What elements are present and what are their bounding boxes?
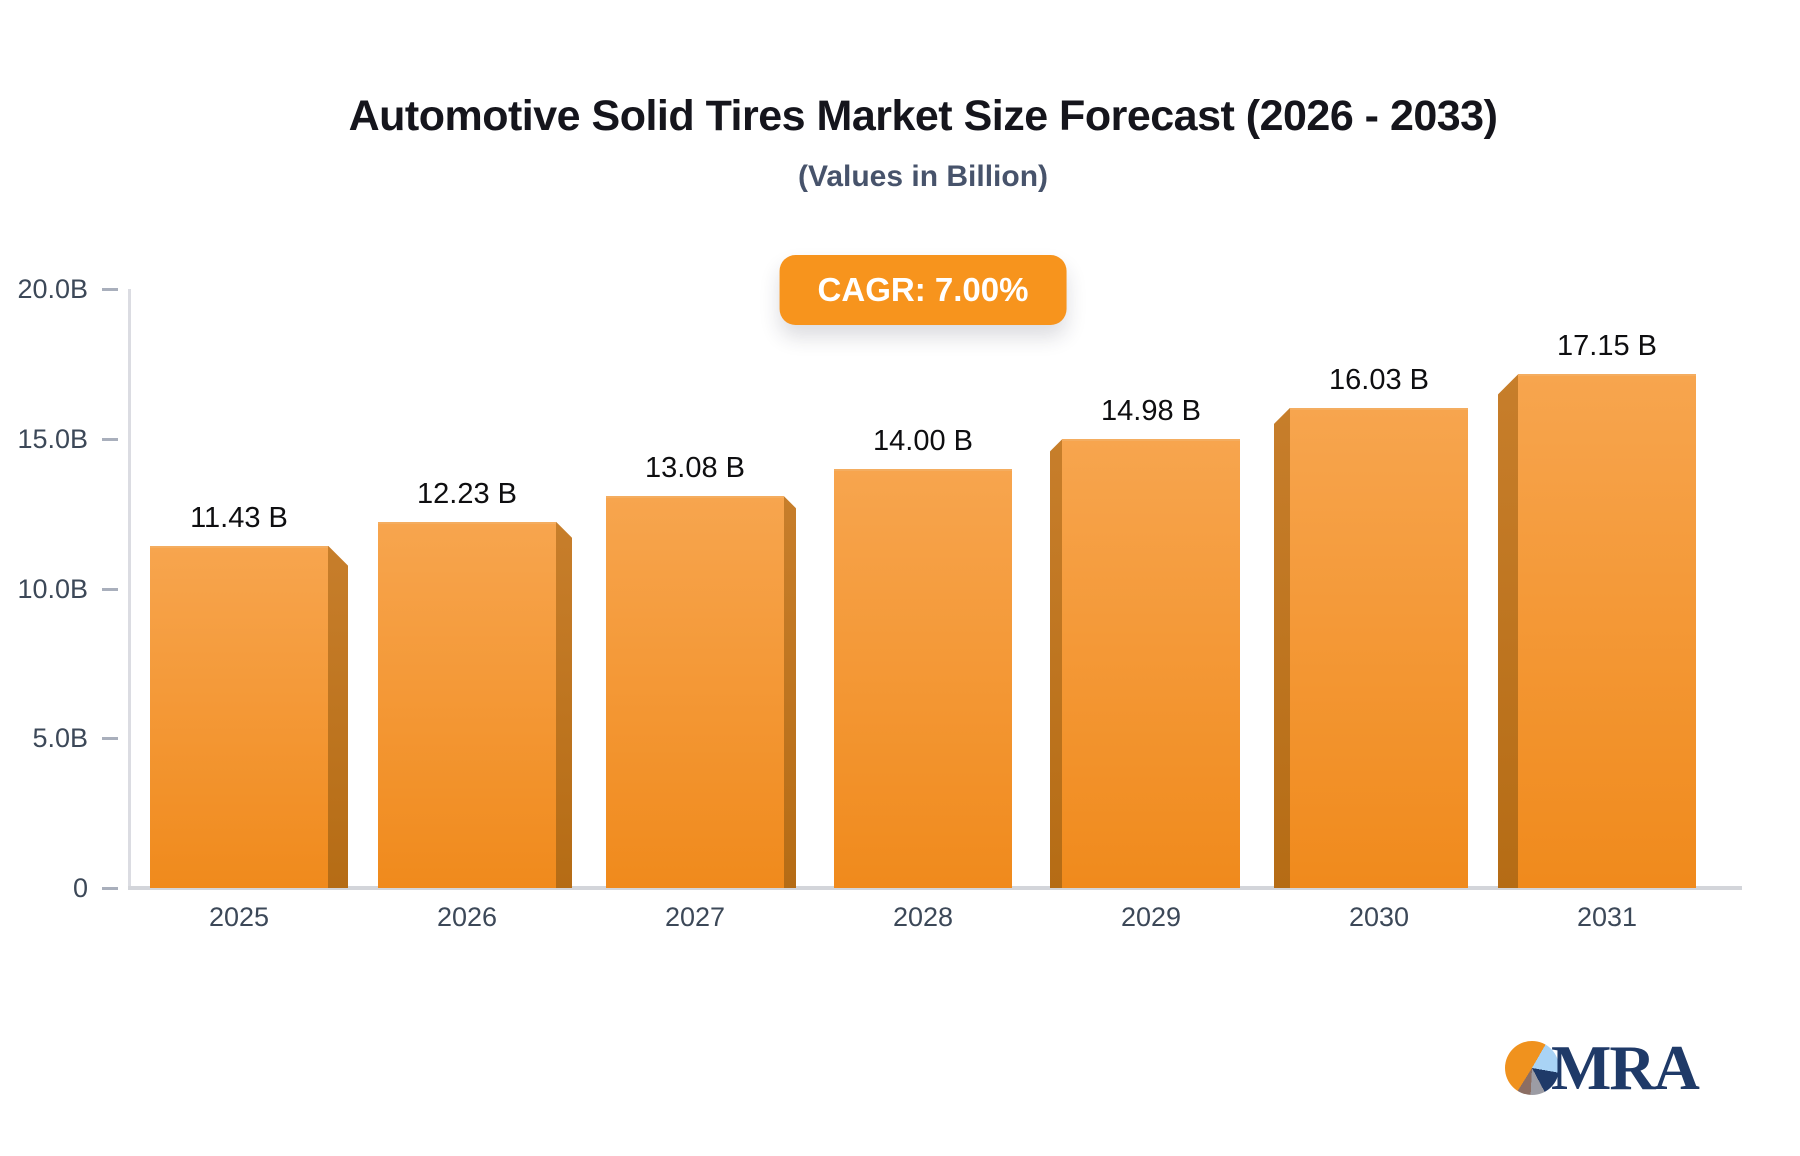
y-tick-label: 15.0B (17, 423, 88, 454)
x-tick-label-2030: 2030 (1348, 902, 1410, 932)
logo-text: MRA (1551, 1032, 1700, 1103)
cagr-badge: CAGR: 7.00% (779, 255, 1067, 325)
x-tick-label-2027: 2027 (664, 902, 726, 932)
x-tick-label-2025: 2025 (208, 902, 270, 932)
y-tick-mark (102, 288, 118, 291)
bar-2030 (1290, 407, 1468, 888)
bar-2028 (834, 468, 1012, 888)
bar-side-2031 (1498, 374, 1518, 888)
y-axis-line (128, 289, 131, 890)
x-axis-line (128, 886, 1742, 890)
bar-value-label-2026: 12.23 B (417, 477, 517, 510)
bar-value-label-2031: 17.15 B (1557, 330, 1657, 363)
y-tick-label: 10.0B (17, 573, 88, 604)
y-tick-mark (102, 437, 118, 441)
pie-chart-icon (1505, 1041, 1559, 1095)
y-tick-mark (102, 887, 118, 890)
bar-value-label-2027: 13.08 B (645, 452, 745, 485)
y-tick-label: 5.0B (32, 723, 88, 754)
bar-2027 (606, 496, 784, 888)
mra-logo: MRA (1505, 1032, 1700, 1103)
bar-2025 (150, 545, 328, 888)
bar-value-label-2025: 11.43 B (190, 501, 288, 534)
y-tick-mark (102, 737, 118, 741)
bar-side-2025 (328, 545, 348, 888)
x-tick-label-2026: 2026 (436, 902, 498, 932)
x-tick-label-2029: 2029 (1120, 902, 1182, 932)
bar-side-2027 (784, 496, 796, 888)
bar-value-label-2028: 14.00 B (873, 424, 973, 457)
bar-side-2026 (556, 521, 572, 888)
bar-2026 (378, 521, 556, 888)
bar-2031 (1518, 374, 1696, 888)
y-tick-label: 20.0B (17, 274, 88, 304)
bar-2029 (1062, 439, 1240, 888)
chart-subtitle: (Values in Billion) (797, 160, 1049, 193)
chart-title: Automotive Solid Tires Market Size Forec… (348, 92, 1498, 140)
bar-side-2029 (1050, 439, 1062, 888)
y-tick-mark (102, 587, 118, 591)
bar-value-label-2029: 14.98 B (1101, 395, 1201, 428)
x-tick-label-2028: 2028 (892, 902, 954, 932)
bar-side-2030 (1274, 407, 1290, 888)
x-tick-label-2031: 2031 (1576, 902, 1638, 932)
y-tick-label: 0 (72, 873, 88, 903)
bar-value-label-2030: 16.03 B (1329, 363, 1429, 396)
